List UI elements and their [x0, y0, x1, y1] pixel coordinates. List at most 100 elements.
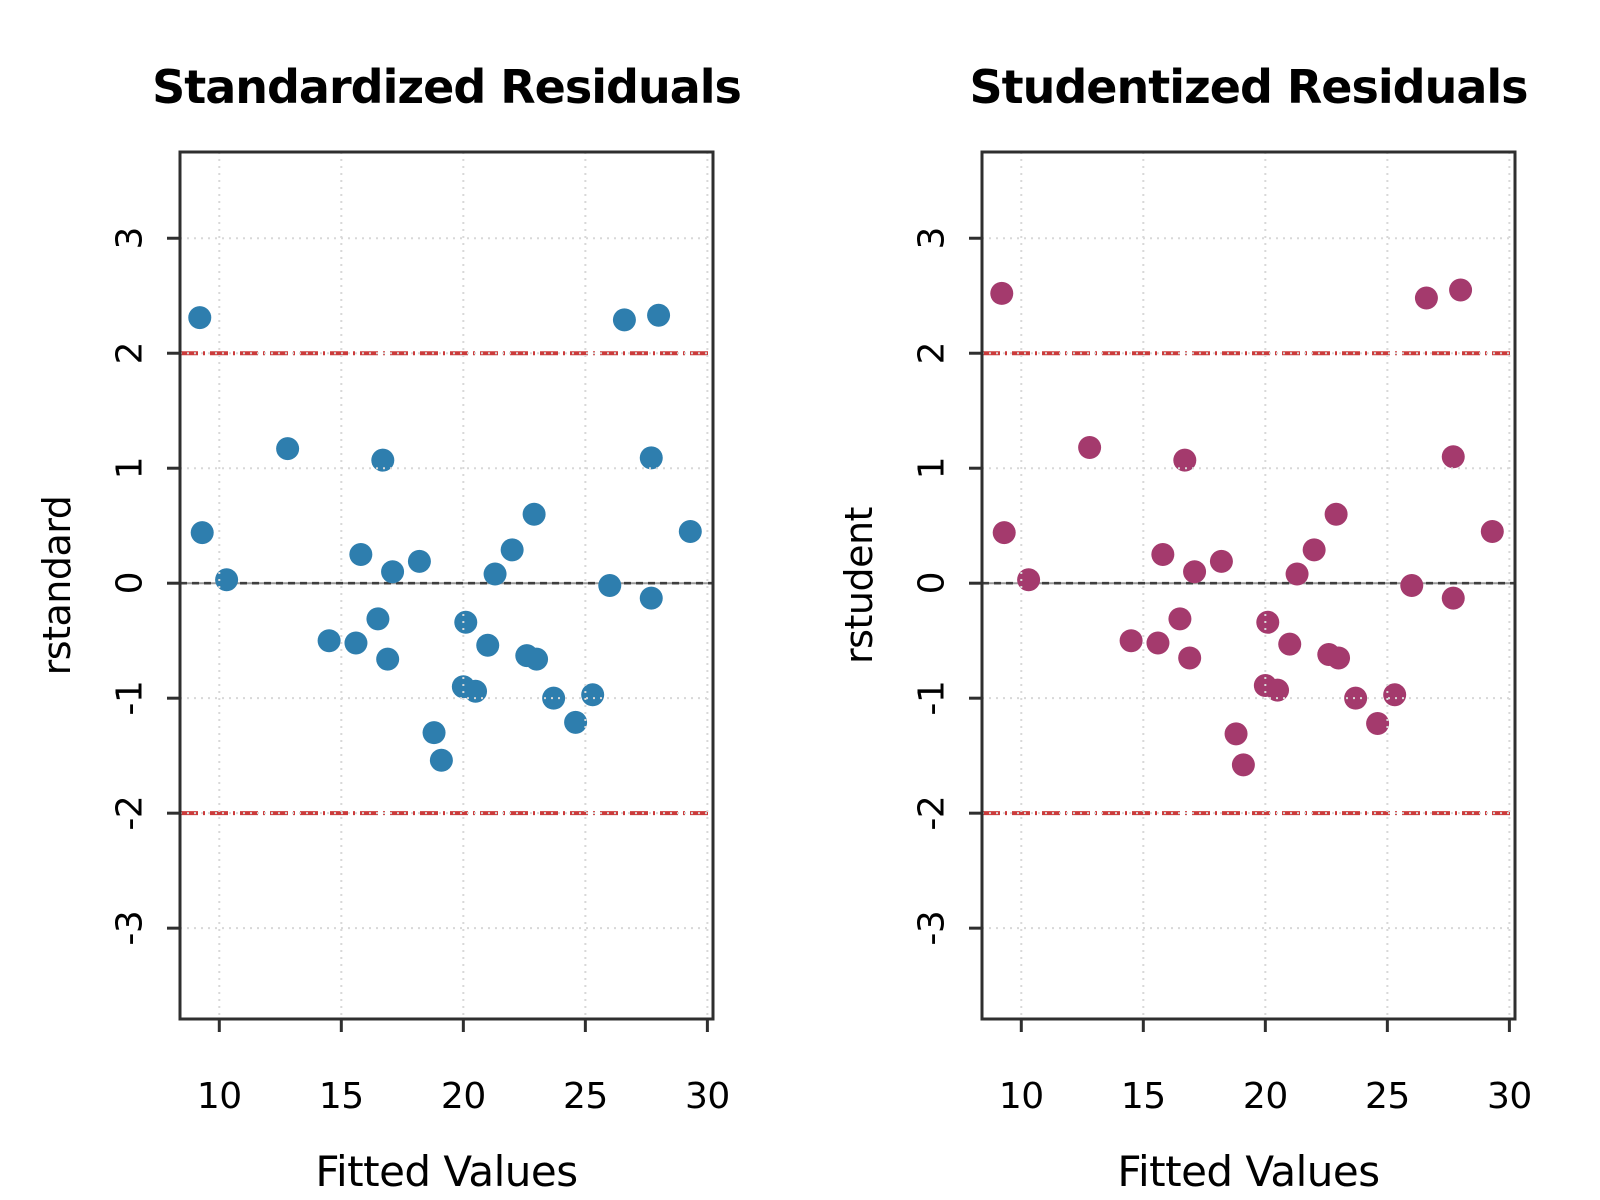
data-point — [349, 542, 373, 566]
data-point — [639, 586, 663, 610]
data-point — [990, 281, 1014, 305]
data-point — [483, 562, 507, 586]
data-point — [1266, 678, 1290, 702]
data-point — [1449, 278, 1473, 302]
x-tick-label: 15 — [1121, 1076, 1166, 1117]
y-tick-label: 3 — [912, 227, 953, 249]
data-point — [1344, 686, 1368, 710]
x-tick-label: 25 — [563, 1076, 608, 1117]
x-tick-label: 10 — [197, 1076, 242, 1117]
y-tick-label: -1 — [110, 681, 151, 716]
plot-background — [982, 152, 1515, 1019]
data-point — [1414, 286, 1438, 310]
data-point — [612, 308, 636, 332]
panel-title-standardized: Standardized Residuals — [152, 60, 741, 114]
data-point — [598, 574, 622, 597]
data-point — [429, 748, 453, 772]
data-point — [1209, 549, 1233, 573]
data-point — [1480, 519, 1504, 543]
data-point — [366, 607, 390, 631]
data-point — [1383, 683, 1407, 707]
panel-standardized: Standardized Residuals Fitted Values rst… — [35, 60, 742, 1196]
x-tick-label: 10 — [999, 1076, 1044, 1117]
x-tick-label: 20 — [1243, 1076, 1288, 1117]
y-axis-label-rstudent: rstudent — [837, 507, 881, 664]
data-point — [647, 303, 671, 327]
data-point — [1285, 562, 1309, 586]
y-tick-label: -2 — [912, 796, 953, 831]
data-point — [1256, 610, 1280, 634]
data-point — [215, 568, 239, 592]
data-point — [1278, 632, 1302, 656]
x-tick-label: 30 — [1487, 1076, 1532, 1117]
data-point — [464, 679, 488, 703]
y-tick-label: 0 — [912, 572, 953, 594]
y-tick-label: 1 — [110, 457, 151, 479]
data-point — [1441, 586, 1465, 610]
data-point — [381, 560, 405, 584]
data-point — [188, 306, 212, 330]
data-point — [317, 629, 341, 653]
data-point — [564, 710, 588, 734]
y-tick-label: 1 — [912, 457, 953, 479]
y-tick-label: 3 — [110, 227, 151, 249]
plot-border — [980, 150, 1517, 1021]
data-point — [1173, 448, 1197, 472]
y-tick-label: 0 — [110, 572, 151, 594]
data-point — [371, 448, 395, 472]
data-point — [190, 521, 214, 545]
data-point — [1302, 538, 1326, 562]
data-point — [344, 631, 368, 655]
data-point — [1183, 560, 1207, 584]
data-point — [500, 538, 524, 562]
data-point — [407, 549, 431, 573]
data-point — [476, 633, 500, 657]
y-axis-label-rstandard: rstandard — [35, 496, 79, 676]
data-point — [1231, 753, 1255, 777]
plot-background — [180, 152, 713, 1019]
data-point — [1146, 631, 1170, 655]
y-tick-label: -2 — [110, 796, 151, 831]
y-tick-label: -3 — [110, 911, 151, 946]
panel-studentized: Studentized Residuals Fitted Values rstu… — [837, 60, 1532, 1196]
data-point — [525, 647, 549, 671]
x-axis-label-right: Fitted Values — [1117, 1147, 1379, 1196]
x-tick-label: 30 — [685, 1076, 730, 1117]
x-axis-label-left: Fitted Values — [315, 1147, 577, 1196]
y-tick-label: 2 — [912, 342, 953, 364]
plot-border — [178, 150, 715, 1021]
data-point — [1327, 646, 1351, 670]
data-point — [454, 610, 478, 634]
x-tick-label: 15 — [319, 1076, 364, 1117]
y-tick-label: -3 — [912, 911, 953, 946]
x-tick-label: 25 — [1365, 1076, 1410, 1117]
data-point — [992, 521, 1016, 545]
data-point — [639, 446, 663, 470]
data-point — [1224, 722, 1248, 746]
panel-title-studentized: Studentized Residuals — [969, 60, 1527, 114]
x-tick-label: 20 — [441, 1076, 486, 1117]
data-point — [1151, 542, 1175, 566]
data-point — [1017, 568, 1041, 592]
data-point — [678, 519, 702, 543]
data-point — [522, 502, 546, 526]
y-tick-label: 2 — [110, 342, 151, 364]
data-point — [1400, 574, 1424, 597]
data-point — [1366, 711, 1390, 735]
data-point — [1178, 646, 1202, 670]
y-tick-label: -1 — [912, 681, 953, 716]
data-point — [276, 437, 300, 461]
data-point — [1441, 445, 1465, 469]
data-point — [581, 683, 605, 707]
data-point — [1168, 607, 1192, 631]
data-point — [1324, 502, 1348, 526]
data-point — [1119, 629, 1143, 653]
data-point — [1078, 436, 1102, 460]
data-point — [376, 647, 400, 671]
data-point — [422, 721, 446, 745]
data-point — [542, 686, 566, 710]
